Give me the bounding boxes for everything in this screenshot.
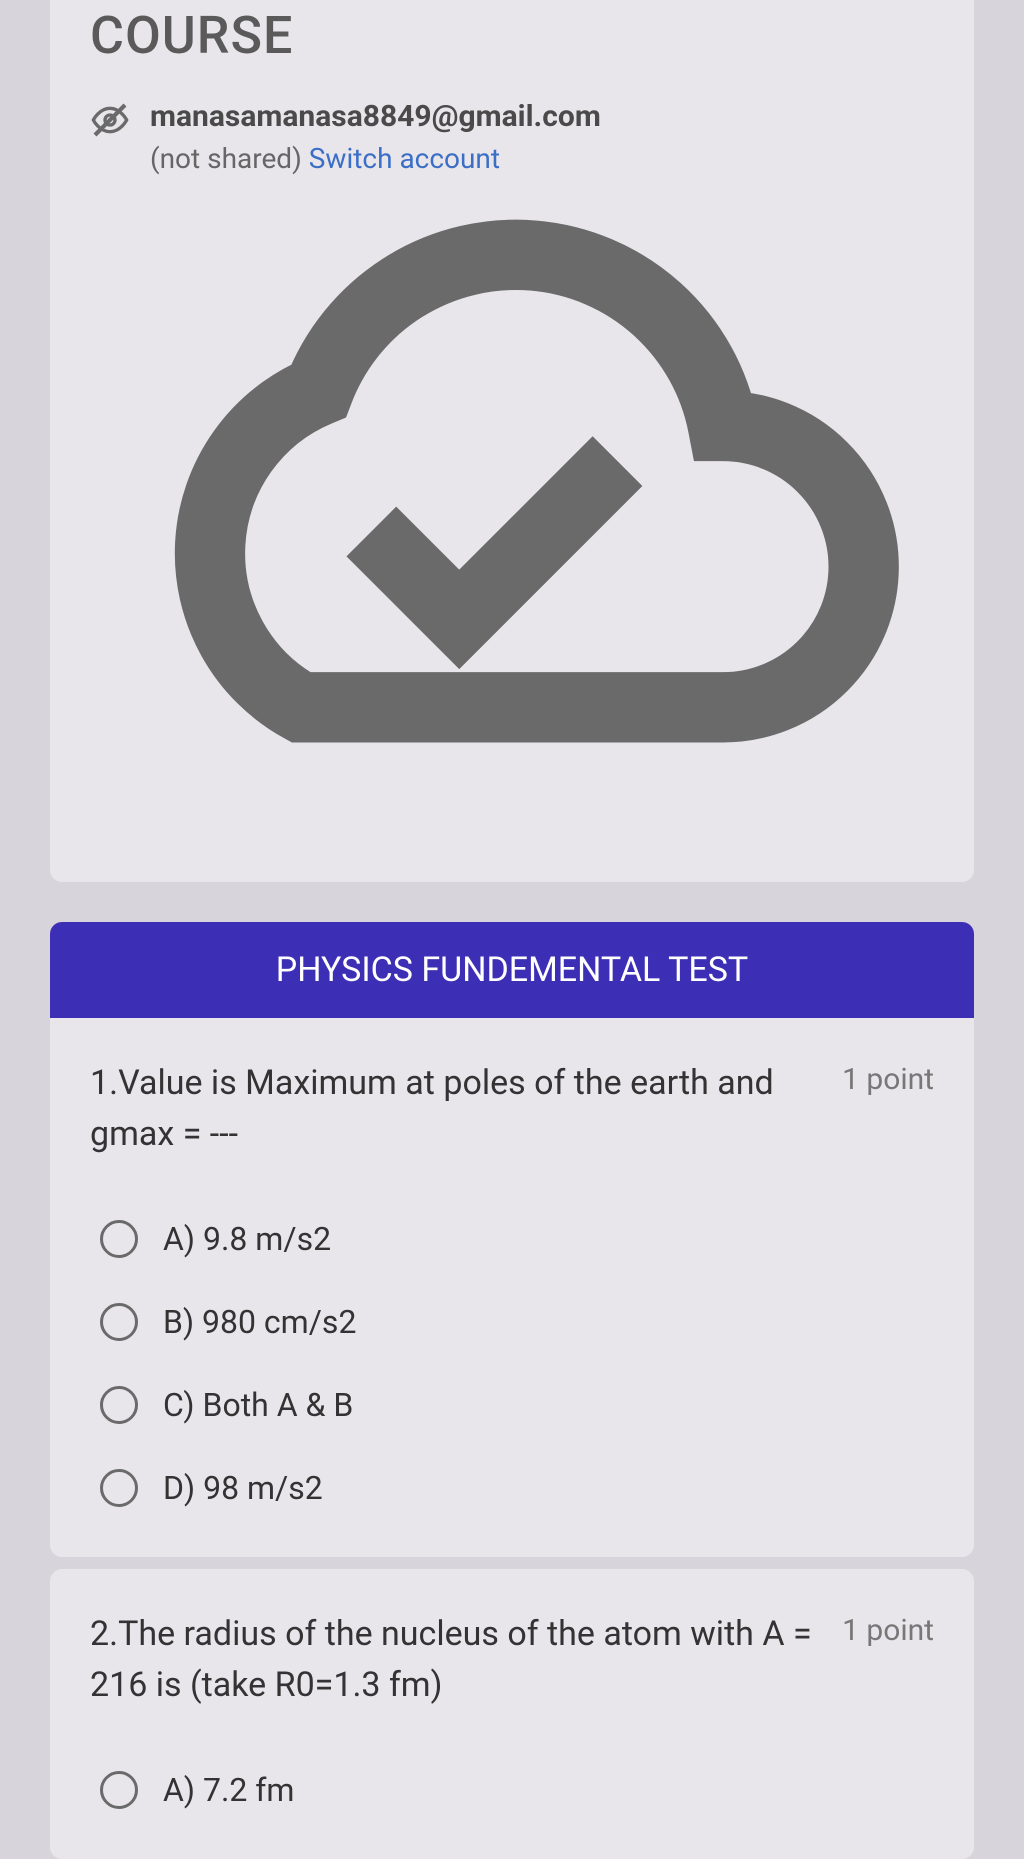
radio-icon — [100, 1771, 138, 1809]
question-header: 2.The radius of the nucleus of the atom … — [90, 1609, 934, 1711]
privacy-eye-off-icon — [90, 100, 130, 140]
question-text: 1.Value is Maximum at poles of the earth… — [90, 1058, 822, 1160]
email-text: manasamanasa8849@gmail.com — [150, 96, 601, 138]
question-text: 2.The radius of the nucleus of the atom … — [90, 1609, 822, 1711]
option-label: D) 98 m/s2 — [163, 1469, 323, 1507]
account-meta: (not shared) Switch account — [150, 138, 601, 180]
question-card-2: 2.The radius of the nucleus of the atom … — [50, 1569, 974, 1859]
question-header: 1.Value is Maximum at poles of the earth… — [90, 1058, 934, 1160]
option-label: B) 980 cm/s2 — [163, 1303, 356, 1341]
option-a[interactable]: A) 7.2 fm — [100, 1771, 934, 1809]
section-header: PHYSICS FUNDEMENTAL TEST — [50, 922, 974, 1018]
option-a[interactable]: A) 9.8 m/s2 — [100, 1220, 934, 1258]
options-list: A) 7.2 fm — [90, 1771, 934, 1809]
form-container: COURSE manasamanasa8849@gmail.com (not s… — [0, 0, 1024, 1859]
form-title: COURSE — [90, 0, 934, 96]
shared-status: (not shared) — [150, 142, 309, 175]
header-card: COURSE manasamanasa8849@gmail.com (not s… — [50, 0, 974, 882]
question-points: 1 point — [842, 1609, 934, 1648]
option-label: A) 9.8 m/s2 — [163, 1220, 331, 1258]
radio-icon — [100, 1469, 138, 1507]
option-b[interactable]: B) 980 cm/s2 — [100, 1303, 934, 1341]
option-label: A) 7.2 fm — [163, 1771, 294, 1809]
option-label: C) Both A & B — [163, 1386, 353, 1424]
account-info: manasamanasa8849@gmail.com (not shared) … — [150, 96, 601, 180]
account-row: manasamanasa8849@gmail.com (not shared) … — [90, 96, 934, 200]
radio-icon — [100, 1386, 138, 1424]
radio-icon — [100, 1220, 138, 1258]
options-list: A) 9.8 m/s2 B) 980 cm/s2 C) Both A & B D… — [90, 1220, 934, 1507]
switch-account-link[interactable]: Switch account — [309, 142, 500, 175]
question-points: 1 point — [842, 1058, 934, 1097]
saved-indicator — [90, 200, 934, 852]
cloud-done-icon — [90, 833, 934, 852]
question-card-1: 1.Value is Maximum at poles of the earth… — [50, 1018, 974, 1557]
radio-icon — [100, 1303, 138, 1341]
option-d[interactable]: D) 98 m/s2 — [100, 1469, 934, 1507]
option-c[interactable]: C) Both A & B — [100, 1386, 934, 1424]
